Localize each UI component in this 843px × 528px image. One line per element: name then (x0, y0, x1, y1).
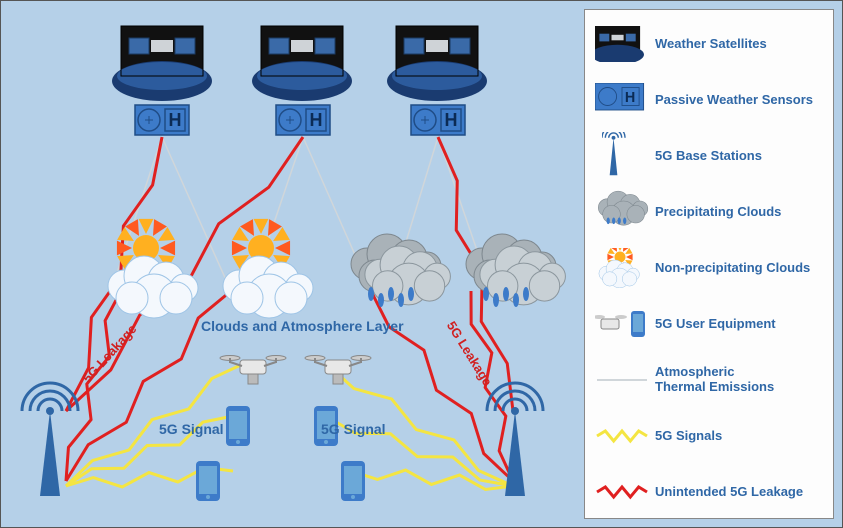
tower-icon (595, 132, 649, 180)
diagram-stage: H H H Clouds and Atmosphere Layer 5G Signa… (0, 0, 843, 528)
legend-item: Unintended 5G Leakage (595, 464, 823, 520)
sig5g-icon (595, 426, 649, 446)
legend-label: Passive Weather Sensors (655, 93, 823, 108)
legend-item: Non-precipitating Clouds (595, 240, 823, 296)
scene-svg: HHH (1, 1, 581, 527)
legend-label: Unintended 5G Leakage (655, 485, 823, 500)
legend-panel: Weather Satellites H Passive Weather Senso… (584, 9, 834, 519)
legend-item: H Passive Weather Sensors (595, 72, 823, 128)
atmos-icon (595, 370, 649, 390)
legend-item: Weather Satellites (595, 16, 823, 72)
svg-text:H: H (445, 110, 458, 130)
legend-label: 5G Base Stations (655, 149, 823, 164)
legend-label: 5G Signals (655, 429, 823, 444)
legend-item: 5G Base Stations (595, 128, 823, 184)
signal-label-b: 5G Signal (321, 421, 386, 437)
legend-label: Weather Satellites (655, 37, 823, 52)
svg-text:H: H (625, 90, 635, 106)
satellite-icon (595, 26, 649, 62)
cloud-layer-label: Clouds and Atmosphere Layer (201, 318, 404, 334)
svg-text:H: H (310, 110, 323, 130)
legend-item: 5G Signals (595, 408, 823, 464)
legend-item: Precipitating Clouds (595, 184, 823, 240)
signal-label-a: 5G Signal (159, 421, 224, 437)
legend-item: 5G User Equipment (595, 296, 823, 352)
legend-label: Precipitating Clouds (655, 205, 823, 220)
leak-icon (595, 482, 649, 502)
raincloud-icon (595, 190, 649, 234)
svg-text:H: H (169, 110, 182, 130)
suncloud-icon (595, 248, 649, 288)
sensor-icon: H (595, 83, 649, 117)
legend-label: 5G User Equipment (655, 317, 823, 332)
ue-icon (595, 305, 649, 343)
legend-label: Non-precipitating Clouds (655, 261, 823, 276)
legend-label: Atmospheric Thermal Emissions (655, 365, 823, 395)
legend-item: Atmospheric Thermal Emissions (595, 352, 823, 408)
